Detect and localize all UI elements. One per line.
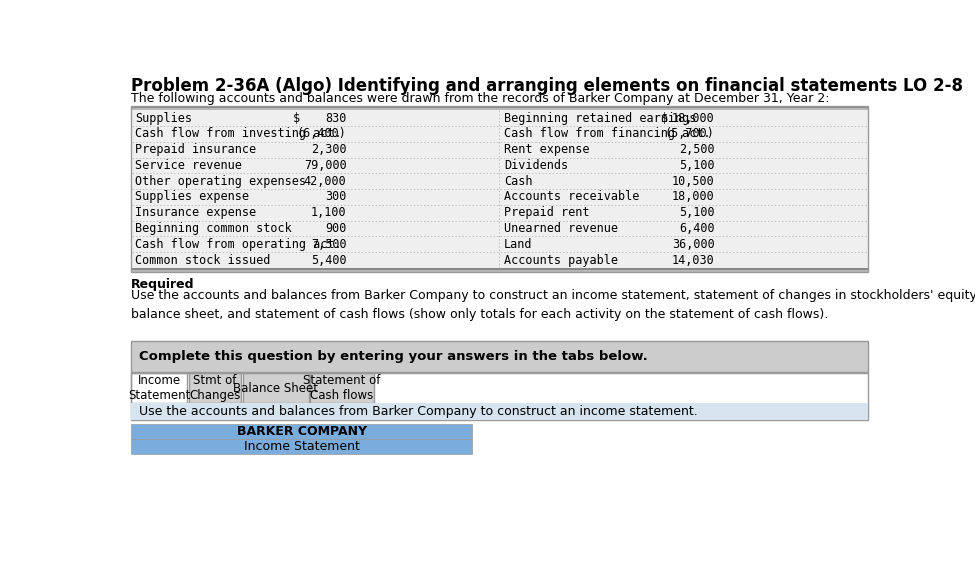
Text: Unearned revenue: Unearned revenue	[504, 222, 618, 235]
Text: Complete this question by entering your answers in the tabs below.: Complete this question by entering your …	[138, 350, 647, 363]
Bar	[132, 106, 868, 110]
Text: Accounts payable: Accounts payable	[504, 254, 618, 267]
Text: Cash flow from investing act.: Cash flow from investing act.	[136, 127, 341, 140]
Text: The following accounts and balances were drawn from the records of Barker Compan: The following accounts and balances were…	[132, 92, 830, 105]
Text: Use the accounts and balances from Barker Company to construct an income stateme: Use the accounts and balances from Barke…	[138, 405, 698, 418]
Text: 42,000: 42,000	[304, 175, 347, 188]
Text: 2,500: 2,500	[680, 143, 715, 156]
Text: 79,000: 79,000	[304, 159, 347, 172]
Text: Required: Required	[132, 278, 195, 291]
Text: Service revenue: Service revenue	[136, 159, 242, 172]
Text: 5,100: 5,100	[680, 159, 715, 172]
Bar	[132, 268, 868, 270]
Bar	[132, 373, 187, 403]
Text: 300: 300	[326, 190, 347, 203]
Bar	[188, 373, 241, 403]
Text: Income
Statement: Income Statement	[128, 374, 190, 402]
Text: Income Statement: Income Statement	[244, 440, 360, 453]
Text: 14,030: 14,030	[672, 254, 715, 267]
Bar	[132, 403, 868, 420]
Text: Prepaid insurance: Prepaid insurance	[136, 143, 256, 156]
Text: Cash: Cash	[504, 175, 532, 188]
Text: (5,700): (5,700)	[665, 127, 715, 140]
Text: 18,000: 18,000	[672, 111, 715, 124]
Text: Insurance expense: Insurance expense	[136, 206, 256, 219]
Text: Supplies expense: Supplies expense	[136, 190, 249, 203]
Text: Use the accounts and balances from Barker Company to construct an income stateme: Use the accounts and balances from Barke…	[132, 289, 975, 321]
Bar	[310, 373, 373, 403]
Text: (6,400): (6,400)	[296, 127, 347, 140]
Text: Prepaid rent: Prepaid rent	[504, 206, 590, 219]
Text: $: $	[293, 111, 300, 124]
Bar	[132, 106, 868, 108]
Text: Land: Land	[504, 238, 532, 251]
Text: $: $	[661, 111, 668, 124]
Bar	[132, 110, 868, 268]
Text: Balance Sheet: Balance Sheet	[233, 381, 318, 394]
Text: Rent expense: Rent expense	[504, 143, 590, 156]
Bar	[132, 424, 472, 439]
Text: Statement of
Cash flows: Statement of Cash flows	[303, 374, 380, 402]
Text: Cash flow from financing act.: Cash flow from financing act.	[504, 127, 711, 140]
Text: Cash flow from operating act.: Cash flow from operating act.	[136, 238, 341, 251]
Bar	[132, 373, 868, 420]
Text: 1,100: 1,100	[311, 206, 347, 219]
Text: Beginning retained earnings: Beginning retained earnings	[504, 111, 696, 124]
Text: 5,400: 5,400	[311, 254, 347, 267]
Text: Dividends: Dividends	[504, 159, 568, 172]
Text: 10,500: 10,500	[672, 175, 715, 188]
Text: 830: 830	[326, 111, 347, 124]
Text: Other operating expenses: Other operating expenses	[136, 175, 306, 188]
Text: 36,000: 36,000	[672, 238, 715, 251]
Text: Supplies: Supplies	[136, 111, 192, 124]
Text: Common stock issued: Common stock issued	[136, 254, 270, 267]
Bar	[243, 373, 309, 403]
Bar	[132, 106, 868, 272]
Text: 18,000: 18,000	[672, 190, 715, 203]
Text: 5,100: 5,100	[680, 206, 715, 219]
Text: Stmt of
Changes: Stmt of Changes	[189, 374, 241, 402]
Bar	[132, 341, 868, 372]
Text: 900: 900	[326, 222, 347, 235]
Text: Beginning common stock: Beginning common stock	[136, 222, 292, 235]
Bar	[132, 439, 472, 454]
Text: 6,400: 6,400	[680, 222, 715, 235]
Text: Problem 2-36A (Algo) Identifying and arranging elements on financial statements : Problem 2-36A (Algo) Identifying and arr…	[132, 77, 963, 95]
Bar	[132, 268, 868, 272]
Text: 2,300: 2,300	[311, 143, 347, 156]
Text: 7,500: 7,500	[311, 238, 347, 251]
Text: BARKER COMPANY: BARKER COMPANY	[237, 425, 367, 438]
Text: Accounts receivable: Accounts receivable	[504, 190, 640, 203]
